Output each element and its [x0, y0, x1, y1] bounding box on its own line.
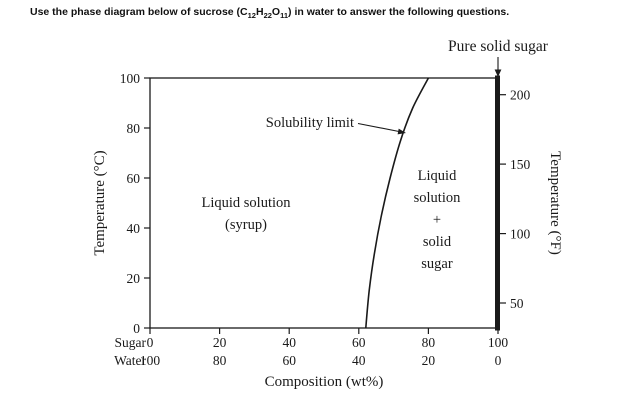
tick-label: 40 — [352, 353, 366, 368]
tick-label: 80 — [127, 121, 141, 136]
tick-label: 60 — [127, 171, 141, 186]
region-label-line: (syrup) — [225, 217, 267, 233]
tick-label: 200 — [510, 88, 531, 103]
tick-label: 40 — [282, 335, 296, 350]
question-part: O — [271, 6, 281, 18]
y-axis-right-tick-labels: 200 150 100 50 — [510, 88, 531, 311]
tick-label: 60 — [282, 353, 296, 368]
x-axis-row-label: Sugar — [115, 335, 147, 350]
solubility-limit-arrow-line — [357, 122, 400, 133]
tick-label: 150 — [510, 157, 531, 172]
pure-solid-sugar-annotation: Pure solid sugar — [448, 38, 549, 77]
tick-label: 100 — [140, 353, 161, 368]
solubility-curve — [365, 77, 430, 329]
pure-solid-sugar-label: Pure solid sugar — [448, 38, 549, 55]
solubility-limit-arrowhead-icon — [397, 128, 406, 135]
region-label-line: solid — [423, 234, 452, 250]
y-axis-right-label: Temperature (°F) — [547, 151, 563, 255]
solubility-limit-label: Solubility limit — [266, 115, 354, 131]
tick-label: 100 — [510, 226, 531, 241]
tick-label: 20 — [127, 271, 141, 286]
x-axis-ticks — [149, 328, 499, 334]
tick-label: 0 — [147, 335, 154, 350]
question-subscript: 12 — [247, 11, 256, 21]
y-axis-left-ticks — [144, 77, 150, 329]
solubility-limit-annotation: Solubility limit — [266, 115, 406, 135]
tick-label: 60 — [352, 335, 366, 350]
x-axis-water-row: Water 100 80 60 40 20 0 — [114, 353, 502, 368]
question-subscript: 22 — [263, 11, 272, 21]
tick-label: 100 — [120, 71, 141, 86]
region-label-syrup: Liquid solution (syrup) — [201, 195, 291, 233]
tick-label: 100 — [488, 335, 509, 350]
tick-label: 40 — [127, 221, 141, 236]
tick-label: 0 — [133, 321, 140, 336]
y-axis-right-ticks — [500, 94, 506, 304]
tick-label: 20 — [213, 335, 227, 350]
tick-label: 80 — [422, 335, 436, 350]
question-part: ) in water to answer the following quest… — [288, 6, 510, 18]
question-subscript: 11 — [280, 11, 289, 21]
x-axis-row-label: Water — [114, 353, 146, 368]
pure-solid-sugar-arrowhead-icon — [494, 69, 502, 77]
tick-label: 20 — [422, 353, 436, 368]
region-label-line: sugar — [421, 256, 453, 272]
region-label-line: Liquid solution — [201, 195, 291, 211]
plot-frame — [149, 75, 500, 331]
question-part: Use the phase diagram below of sucrose (… — [30, 6, 248, 18]
tick-label: 80 — [213, 353, 227, 368]
region-label-line: + — [433, 212, 441, 228]
region-label-line: Liquid — [418, 168, 457, 184]
region-label-line: solution — [414, 190, 461, 206]
question-part: H — [255, 6, 264, 18]
y-axis-left-tick-labels: 100 80 60 40 20 0 — [120, 71, 141, 336]
y-axis-left-label: Temperature (°C) — [92, 150, 108, 255]
tick-label: 50 — [510, 296, 524, 311]
x-axis-label: Composition (wt%) — [265, 374, 384, 390]
tick-label: 0 — [495, 353, 502, 368]
x-axis-sugar-row: Sugar 0 20 40 60 80 100 — [115, 335, 509, 350]
question-text: Use the phase diagram below of sucrose (… — [30, 6, 605, 20]
region-label-liquid-plus-solid: Liquid solution + solid sugar — [414, 168, 461, 272]
